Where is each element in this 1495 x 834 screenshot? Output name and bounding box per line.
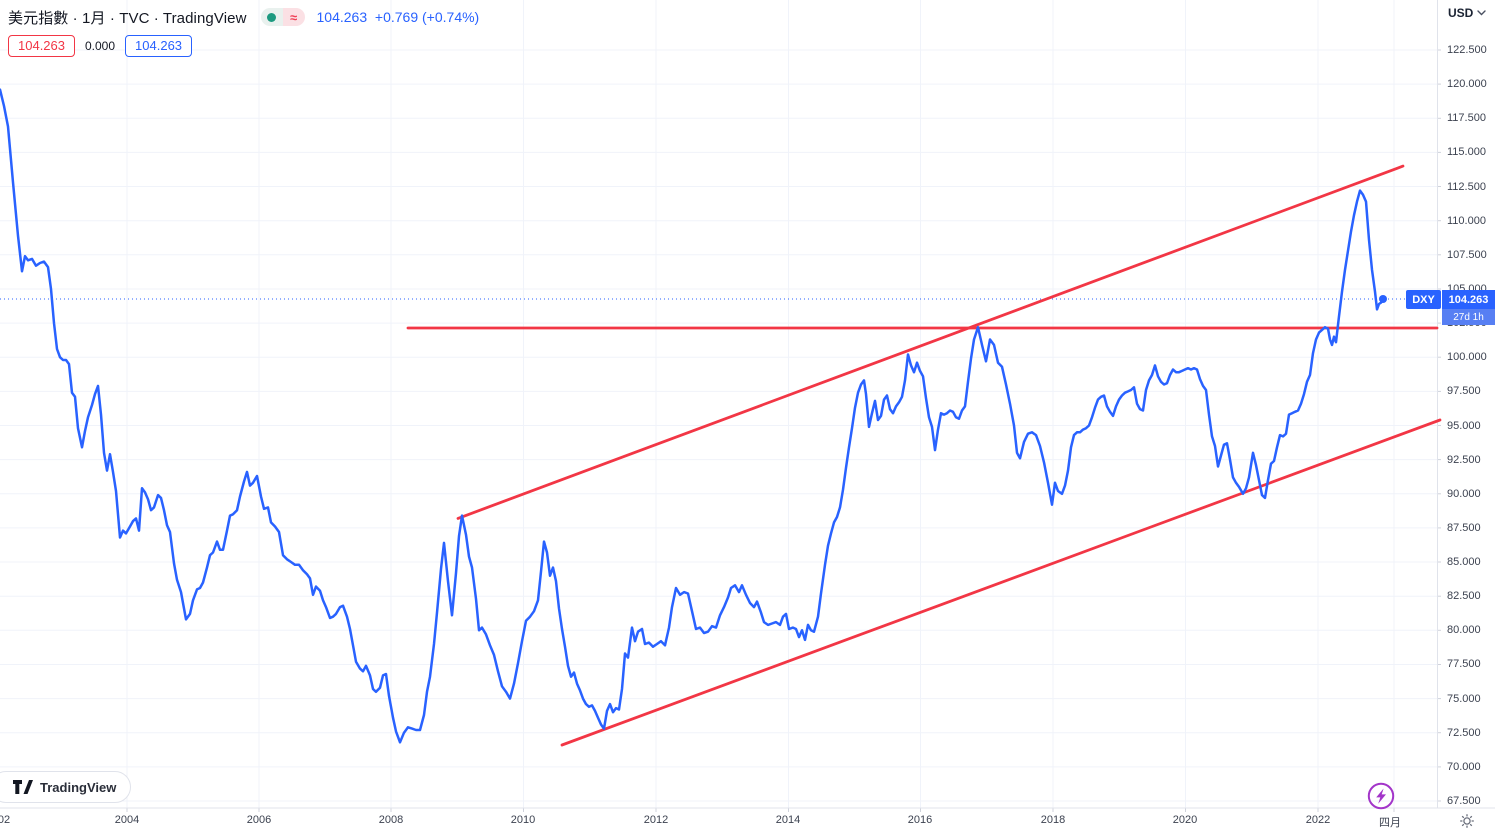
- market-open-segment: [260, 8, 283, 26]
- time-axis-label: 2010: [510, 814, 536, 826]
- price-axis-label: 77.500: [1447, 658, 1481, 670]
- price-change-pct: (+0.74%): [422, 9, 480, 25]
- price-axis-label: 117.500: [1447, 112, 1486, 124]
- bar-countdown-badge: 27d 1h: [1442, 309, 1495, 325]
- time-axis-label: 四月: [1379, 817, 1401, 829]
- price-axis-label: 110.000: [1447, 215, 1486, 227]
- currency-label: USD: [1448, 6, 1474, 20]
- close-value-badge: 104.263: [125, 34, 193, 57]
- market-status-pill[interactable]: ≈: [260, 8, 305, 26]
- time-axis-label: 2012: [643, 814, 669, 826]
- time-axis-label: 2016: [907, 814, 933, 826]
- values-row: 104.263 0.000 104.263: [8, 34, 479, 57]
- market-open-dot-icon: [267, 12, 277, 22]
- time-axis-label: 2006: [246, 814, 272, 826]
- last-price-axis-badge: 104.263: [1442, 290, 1495, 309]
- price-axis-label: 122.500: [1447, 44, 1487, 56]
- price-axis-label: 70.000: [1447, 761, 1481, 773]
- gear-icon: [1460, 814, 1474, 828]
- tradingview-logo-text: TradingView: [40, 779, 117, 795]
- time-axis-label: 02: [0, 814, 11, 826]
- lightning-bolt-icon: [1367, 782, 1395, 810]
- price-axis-label: 67.500: [1447, 795, 1481, 807]
- price-axis-label: 107.500: [1447, 249, 1487, 261]
- price-axis-label: 112.500: [1447, 181, 1486, 193]
- symbol-flag-badge: DXY: [1406, 290, 1441, 309]
- symbol-title[interactable]: 美元指數 · 1月 · TVC · TradingView: [8, 9, 247, 27]
- change-value: 0.000: [85, 38, 116, 53]
- currency-selector[interactable]: USD: [1448, 6, 1487, 20]
- time-axis-label: 2004: [114, 814, 140, 826]
- price-axis-label: 100.000: [1447, 351, 1487, 363]
- time-axis-label: 2022: [1305, 814, 1331, 826]
- price-axis-label: 87.500: [1447, 522, 1481, 534]
- timezone-settings-button[interactable]: [1459, 813, 1475, 834]
- delayed-data-segment: ≈: [282, 8, 305, 26]
- price-axis-label: 75.000: [1447, 693, 1481, 705]
- last-price: 104.263: [316, 9, 368, 25]
- price-axis-label: 95.000: [1447, 420, 1481, 432]
- price-axis-label: 115.000: [1447, 146, 1486, 158]
- price-axis-label: 80.000: [1447, 624, 1481, 636]
- approx-icon: ≈: [289, 9, 298, 25]
- time-axis-label: 2014: [775, 814, 801, 826]
- legend-area: 美元指數 · 1月 · TVC · TradingView ≈ 104.263 …: [8, 6, 479, 57]
- price-axis-label: 72.500: [1447, 727, 1481, 739]
- price-axis-label: 92.500: [1447, 454, 1481, 466]
- tradingview-logo-icon: [13, 780, 33, 794]
- low-value-badge: 104.263: [8, 34, 75, 57]
- symbol-title-row: 美元指數 · 1月 · TVC · TradingView ≈ 104.263 …: [8, 6, 479, 28]
- time-axis-label: 2008: [378, 814, 404, 826]
- price-axis-label: 120.000: [1447, 78, 1487, 90]
- price-axis-label: 97.500: [1447, 385, 1481, 397]
- last-price-change-text: 104.263 +0.769 (+0.74%): [317, 9, 480, 25]
- price-axis-label: 85.000: [1447, 556, 1481, 568]
- price-axis-label: 90.000: [1447, 488, 1481, 500]
- tradingview-logo[interactable]: TradingView: [0, 771, 132, 803]
- time-axis-label: 2018: [1040, 814, 1066, 826]
- instant-order-button[interactable]: [1367, 782, 1395, 815]
- time-axis-label: 2020: [1172, 814, 1198, 826]
- price-axis-label: 82.500: [1447, 590, 1481, 602]
- price-change: +0.769: [374, 9, 419, 25]
- chevron-down-icon: [1477, 10, 1487, 16]
